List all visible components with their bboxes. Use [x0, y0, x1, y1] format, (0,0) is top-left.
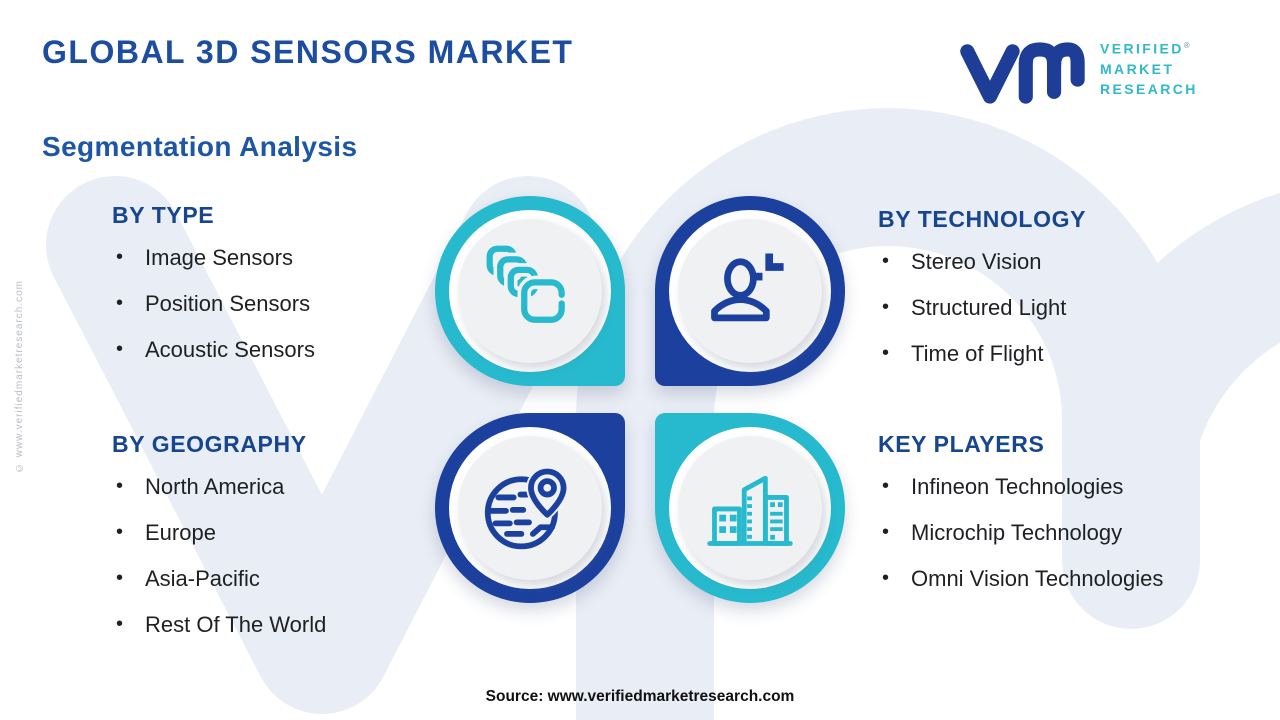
logo-line-1: VERIFIED: [1100, 40, 1184, 57]
section-title: BY TYPE: [112, 202, 215, 228]
page-subtitle: Segmentation Analysis: [42, 131, 358, 162]
vm-logo-icon: [960, 42, 1085, 104]
list-item: Acoustic Sensors: [112, 337, 512, 363]
list-item: Europe: [112, 520, 512, 546]
logo-line-3: RESEARCH: [1100, 80, 1198, 97]
section-by-technology: BY TECHNOLOGY Stereo Vision Structured L…: [878, 206, 1278, 387]
side-watermark-text: © www.verifiedmarketresearch.com: [14, 280, 25, 474]
list-item: Time of Flight: [878, 341, 1278, 367]
list-item: Infineon Technologies: [878, 474, 1278, 500]
buildings-icon: [707, 475, 793, 546]
by-type-list: Image Sensors Position Sensors Acoustic …: [112, 245, 512, 363]
key-players-list: Infineon Technologies Microchip Technolo…: [878, 474, 1278, 592]
logo-line-2: MARKET: [1100, 60, 1175, 77]
list-item: North America: [112, 474, 512, 500]
list-item: Microchip Technology: [878, 520, 1278, 546]
section-key-players: KEY PLAYERS Infineon Technologies Microc…: [878, 431, 1278, 612]
list-item: Structured Light: [878, 295, 1278, 321]
tile-ring: [669, 427, 831, 589]
list-item: Rest Of The World: [112, 612, 512, 638]
tile-by-geography: [435, 413, 625, 603]
logo-wordmark: VERIFIED® MARKET RESEARCH: [1100, 36, 1198, 99]
section-by-geography: BY GEOGRAPHY North America Europe Asia-P…: [112, 431, 512, 658]
source-text: Source: www.verifiedmarketresearch.com: [485, 688, 795, 705]
list-item: Image Sensors: [112, 245, 512, 271]
by-technology-list: Stereo Vision Structured Light Time of F…: [878, 249, 1278, 367]
section-title: BY TECHNOLOGY: [878, 206, 1087, 232]
section-title: KEY PLAYERS: [878, 431, 1045, 457]
by-geography-list: North America Europe Asia-Pacific Rest O…: [112, 474, 512, 638]
page-title: GLOBAL 3D SENSORS MARKET: [42, 34, 574, 70]
section-title: BY GEOGRAPHY: [112, 431, 307, 457]
tile-inner-circle: [678, 436, 822, 580]
tile-ring: [449, 427, 611, 589]
tile-ring: [669, 210, 831, 372]
section-by-type: BY TYPE Image Sensors Position Sensors A…: [112, 202, 512, 383]
vmr-logo: VERIFIED® MARKET RESEARCH: [958, 36, 1198, 106]
list-item: Stereo Vision: [878, 249, 1278, 275]
list-item: Position Sensors: [112, 291, 512, 317]
tile-key-players: [655, 413, 845, 603]
tile-inner-circle: [678, 219, 822, 363]
person-sparkle-icon: [711, 253, 784, 322]
list-item: Omni Vision Technologies: [878, 566, 1278, 592]
list-item: Asia-Pacific: [112, 566, 512, 592]
registered-mark: ®: [1183, 41, 1190, 50]
tile-by-technology: [655, 196, 845, 386]
